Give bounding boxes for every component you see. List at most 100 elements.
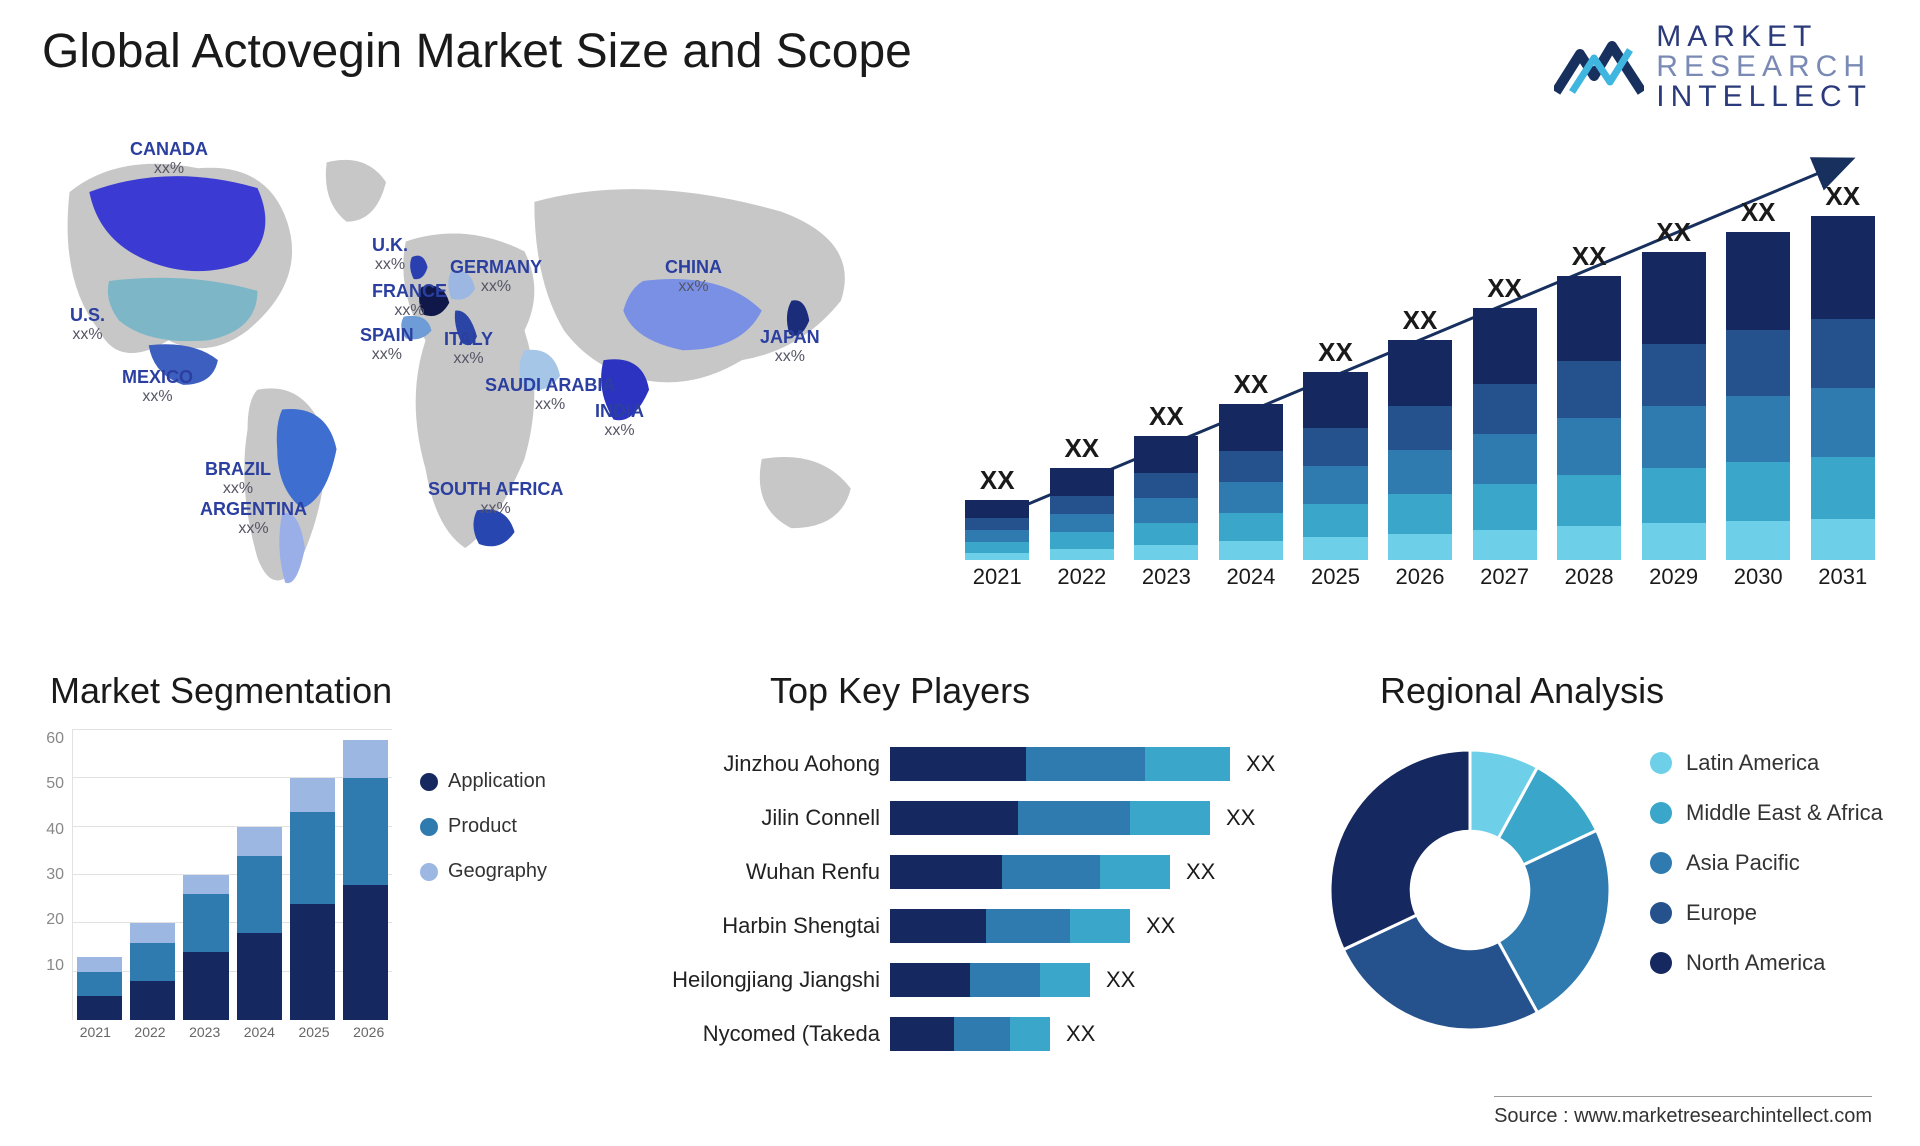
x-axis-label: 2022 [1045, 564, 1120, 600]
key-player-bar [890, 909, 1130, 943]
y-axis-tick: 10 [46, 957, 64, 975]
legend-swatch-icon [420, 773, 438, 791]
growth-bar-column: XX [1552, 241, 1627, 560]
key-player-row: Nycomed (TakedaXX [630, 1010, 1300, 1058]
bar-segment [183, 875, 228, 894]
bar-segment [1010, 1017, 1050, 1051]
brand-mark-icon [1554, 32, 1644, 102]
bar-segment [1642, 523, 1706, 560]
key-player-value: XX [1146, 913, 1175, 939]
bar-segment [1050, 468, 1114, 496]
section-title-regional: Regional Analysis [1380, 670, 1664, 712]
brand-text: MARKET RESEARCH INTELLECT [1656, 22, 1872, 112]
growth-bar-column: XX [1214, 369, 1289, 560]
country-label: CANADAxx% [130, 140, 208, 177]
bar-segment [890, 747, 1026, 781]
x-axis-label: 2024 [1214, 564, 1289, 600]
brand-line2: RESEARCH [1656, 52, 1872, 82]
legend-item: Product [420, 815, 547, 838]
key-player-value: XX [1106, 967, 1135, 993]
bar-value-label: XX [1149, 401, 1184, 432]
bar-segment [965, 553, 1029, 560]
bar-segment [1473, 434, 1537, 484]
y-axis-tick: 50 [46, 775, 64, 793]
x-axis-label: 2021 [72, 1024, 119, 1040]
regional-donut [1320, 740, 1620, 1040]
bar-value-label: XX [980, 465, 1015, 496]
bar-segment [1388, 406, 1452, 450]
legend-item: Europe [1650, 900, 1883, 926]
country-label: SOUTH AFRICAxx% [428, 480, 563, 517]
bar-segment [343, 740, 388, 779]
bar-segment [290, 778, 335, 812]
x-axis-label: 2025 [291, 1024, 338, 1040]
growth-bar-chart: XXXXXXXXXXXXXXXXXXXXXX 20212022202320242… [960, 140, 1880, 600]
source-attribution: Source : www.marketresearchintellect.com [1494, 1096, 1872, 1128]
key-player-label: Harbin Shengtai [630, 913, 890, 939]
growth-bar-column: XX [1721, 197, 1796, 560]
bar-segment [1726, 521, 1790, 560]
bar-segment [1388, 494, 1452, 534]
bar-segment [965, 518, 1029, 530]
bar-segment [183, 952, 228, 1020]
country-label: JAPANxx% [760, 328, 820, 365]
bar-segment [1726, 396, 1790, 462]
brand-logo: MARKET RESEARCH INTELLECT [1554, 22, 1872, 112]
bar-value-label: XX [1741, 197, 1776, 228]
legend-label: Europe [1686, 900, 1757, 926]
bar-value-label: XX [1825, 181, 1860, 212]
section-title-segmentation: Market Segmentation [50, 670, 392, 712]
bar-segment [237, 856, 282, 933]
bar-segment [965, 530, 1029, 542]
bar-segment [130, 943, 175, 982]
key-player-row: Jilin ConnellXX [630, 794, 1300, 842]
key-player-bar [890, 1017, 1050, 1051]
bar-segment [1557, 526, 1621, 560]
bar-segment [1026, 747, 1145, 781]
legend-label: Application [448, 770, 546, 793]
bar-segment [1642, 406, 1706, 468]
brand-line1: MARKET [1656, 22, 1872, 52]
bar-segment [1050, 549, 1114, 560]
bar-segment [1002, 855, 1100, 889]
legend-swatch-icon [420, 818, 438, 836]
legend-swatch-icon [1650, 952, 1672, 974]
key-player-row: Heilongjiang Jiangshi XX [630, 956, 1300, 1004]
key-player-row: Harbin Shengtai XX [630, 902, 1300, 950]
x-axis-label: 2026 [1383, 564, 1458, 600]
legend-swatch-icon [1650, 852, 1672, 874]
page-title: Global Actovegin Market Size and Scope [42, 24, 912, 79]
growth-bar-column: XX [1045, 433, 1120, 560]
bar-segment [1726, 462, 1790, 521]
legend-item: Asia Pacific [1650, 850, 1883, 876]
brand-line3: INTELLECT [1656, 82, 1872, 112]
bar-segment [290, 812, 335, 904]
bar-segment [237, 933, 282, 1020]
key-player-value: XX [1066, 1021, 1095, 1047]
bar-segment [954, 1017, 1010, 1051]
legend-item: Application [420, 770, 547, 793]
bar-segment [77, 957, 122, 972]
growth-bar-column: XX [1467, 273, 1542, 560]
key-player-label: Heilongjiang Jiangshi [630, 967, 890, 993]
bar-segment [1040, 963, 1090, 997]
x-axis-label: 2028 [1552, 564, 1627, 600]
key-player-bar [890, 963, 1090, 997]
bar-segment [77, 996, 122, 1020]
country-label: ARGENTINAxx% [200, 500, 307, 537]
bar-segment [986, 909, 1070, 943]
key-player-row: Wuhan RenfuXX [630, 848, 1300, 896]
bar-value-label: XX [1318, 337, 1353, 368]
country-label: U.S.xx% [70, 306, 105, 343]
legend-item: Geography [420, 860, 547, 883]
key-player-row: Jinzhou AohongXX [630, 740, 1300, 788]
bar-segment [343, 778, 388, 884]
bar-segment [130, 981, 175, 1020]
x-axis-label: 2022 [127, 1024, 174, 1040]
legend-swatch-icon [1650, 802, 1672, 824]
key-player-bar [890, 855, 1170, 889]
section-title-key-players: Top Key Players [770, 670, 1030, 712]
bar-segment [1811, 216, 1875, 319]
bar-segment [183, 894, 228, 952]
country-label: BRAZILxx% [205, 460, 271, 497]
